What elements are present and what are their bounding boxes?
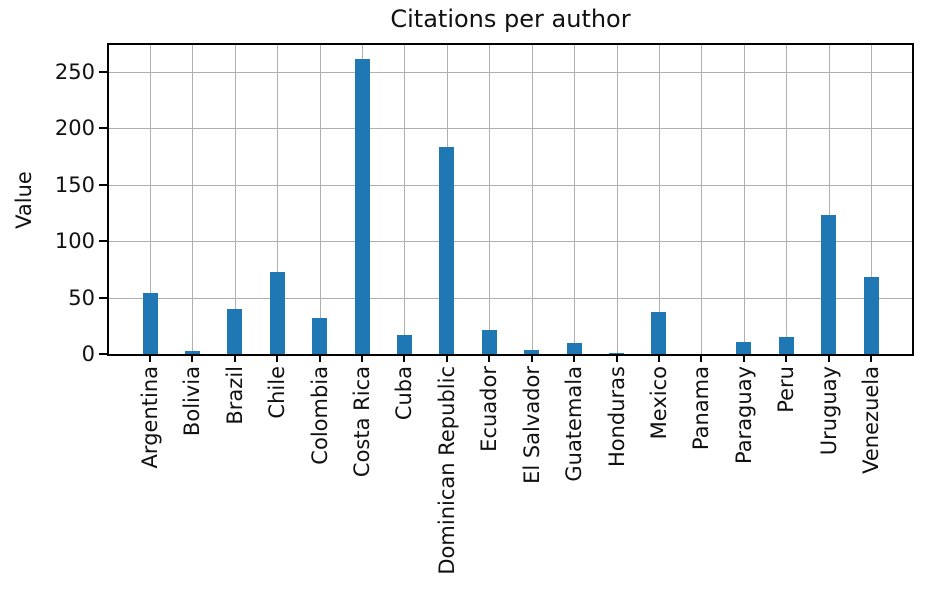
y-tick-label: 100 <box>54 229 95 254</box>
chart-title: Citations per author <box>390 5 631 33</box>
x-tick-label-bolivia: Bolivia <box>180 366 205 437</box>
gridline-horizontal <box>109 241 912 243</box>
x-tick-label-uruguay: Uruguay <box>816 366 841 456</box>
gridline-vertical <box>277 45 279 354</box>
bar-el-salvador <box>524 349 540 354</box>
gridline-vertical <box>701 45 703 354</box>
bar-venezuela <box>863 277 879 354</box>
y-tick-label: 0 <box>81 342 95 366</box>
x-tick-mark <box>657 354 660 362</box>
gridline-vertical <box>574 45 576 354</box>
x-tick-mark <box>403 354 406 362</box>
gridline-horizontal <box>109 72 912 74</box>
gridline-vertical <box>192 45 194 354</box>
bar-ecuador <box>481 330 497 354</box>
x-tick-mark <box>785 354 788 362</box>
x-tick-mark <box>488 354 491 362</box>
gridline-vertical <box>404 45 406 354</box>
bar-chile <box>269 271 285 354</box>
x-tick-label-paraguay: Paraguay <box>731 366 756 465</box>
gridline-horizontal <box>109 128 912 130</box>
x-tick-label-dominican-republic: Dominican Republic <box>434 366 459 575</box>
x-tick-label-costa-rica: Costa Rica <box>350 366 375 478</box>
gridline-vertical <box>828 45 830 354</box>
y-tick-mark <box>99 353 107 355</box>
bar-argentina <box>142 293 158 354</box>
x-tick-label-guatemala: Guatemala <box>562 366 587 482</box>
x-tick-label-cuba: Cuba <box>392 366 417 421</box>
x-tick-label-chile: Chile <box>265 366 290 419</box>
y-tick-mark <box>99 71 107 74</box>
gridline-horizontal <box>109 297 912 299</box>
y-tick-mark <box>99 296 107 299</box>
x-tick-mark <box>700 354 703 362</box>
x-tick-label-venezuela: Venezuela <box>859 366 883 474</box>
gridline-vertical <box>658 45 660 354</box>
bar-colombia <box>312 317 328 354</box>
bar-uruguay <box>821 215 837 354</box>
x-tick-mark <box>276 354 279 362</box>
y-tick-mark <box>99 240 107 243</box>
x-tick-label-ecuador: Ecuador <box>477 366 502 452</box>
x-tick-mark <box>318 354 321 362</box>
x-tick-label-argentina: Argentina <box>138 366 162 469</box>
bar-mexico <box>651 312 667 354</box>
bar-peru <box>778 337 794 354</box>
gridline-vertical <box>150 45 151 354</box>
y-tick-label: 200 <box>54 116 95 141</box>
gridline-vertical <box>743 45 745 354</box>
y-tick-label: 150 <box>54 172 95 197</box>
x-tick-label-mexico: Mexico <box>646 366 671 440</box>
y-tick-mark <box>99 127 107 130</box>
x-tick-label-panama: Panama <box>689 366 714 451</box>
x-tick-mark <box>827 354 830 362</box>
gridline-vertical <box>871 45 872 354</box>
bar-honduras <box>609 352 625 354</box>
x-tick-label-el-salvador: El Salvador <box>519 366 544 484</box>
gridline-vertical <box>489 45 491 354</box>
x-tick-mark <box>233 354 236 362</box>
x-tick-mark <box>530 354 533 362</box>
x-tick-mark <box>445 354 448 362</box>
x-tick-label-honduras: Honduras <box>604 366 629 468</box>
x-tick-label-brazil: Brazil <box>222 366 247 425</box>
gridline-vertical <box>531 45 533 354</box>
y-tick-label: 50 <box>68 285 95 310</box>
plot-area <box>107 43 914 356</box>
gridline-vertical <box>616 45 618 354</box>
x-tick-label-colombia: Colombia <box>307 366 332 465</box>
bar-guatemala <box>566 342 582 354</box>
x-tick-mark <box>742 354 745 362</box>
bar-dominican-republic <box>439 146 455 354</box>
gridline-vertical <box>234 45 236 354</box>
x-tick-mark <box>573 354 576 362</box>
x-tick-mark <box>870 354 872 362</box>
y-axis-label: Value <box>12 171 36 229</box>
x-tick-label-peru: Peru <box>774 366 799 413</box>
gridline-vertical <box>319 45 321 354</box>
x-tick-mark <box>191 354 194 362</box>
bar-bolivia <box>184 350 200 354</box>
y-tick-mark <box>99 183 107 186</box>
x-tick-mark <box>615 354 618 362</box>
x-tick-mark <box>149 354 151 362</box>
bar-paraguay <box>736 341 752 354</box>
gridline-vertical <box>786 45 788 354</box>
bar-costa-rica <box>354 58 370 354</box>
x-tick-mark <box>361 354 364 362</box>
bar-cuba <box>396 334 412 354</box>
gridline-horizontal <box>109 184 912 186</box>
bar-brazil <box>227 308 243 354</box>
y-tick-label: 250 <box>54 60 95 85</box>
